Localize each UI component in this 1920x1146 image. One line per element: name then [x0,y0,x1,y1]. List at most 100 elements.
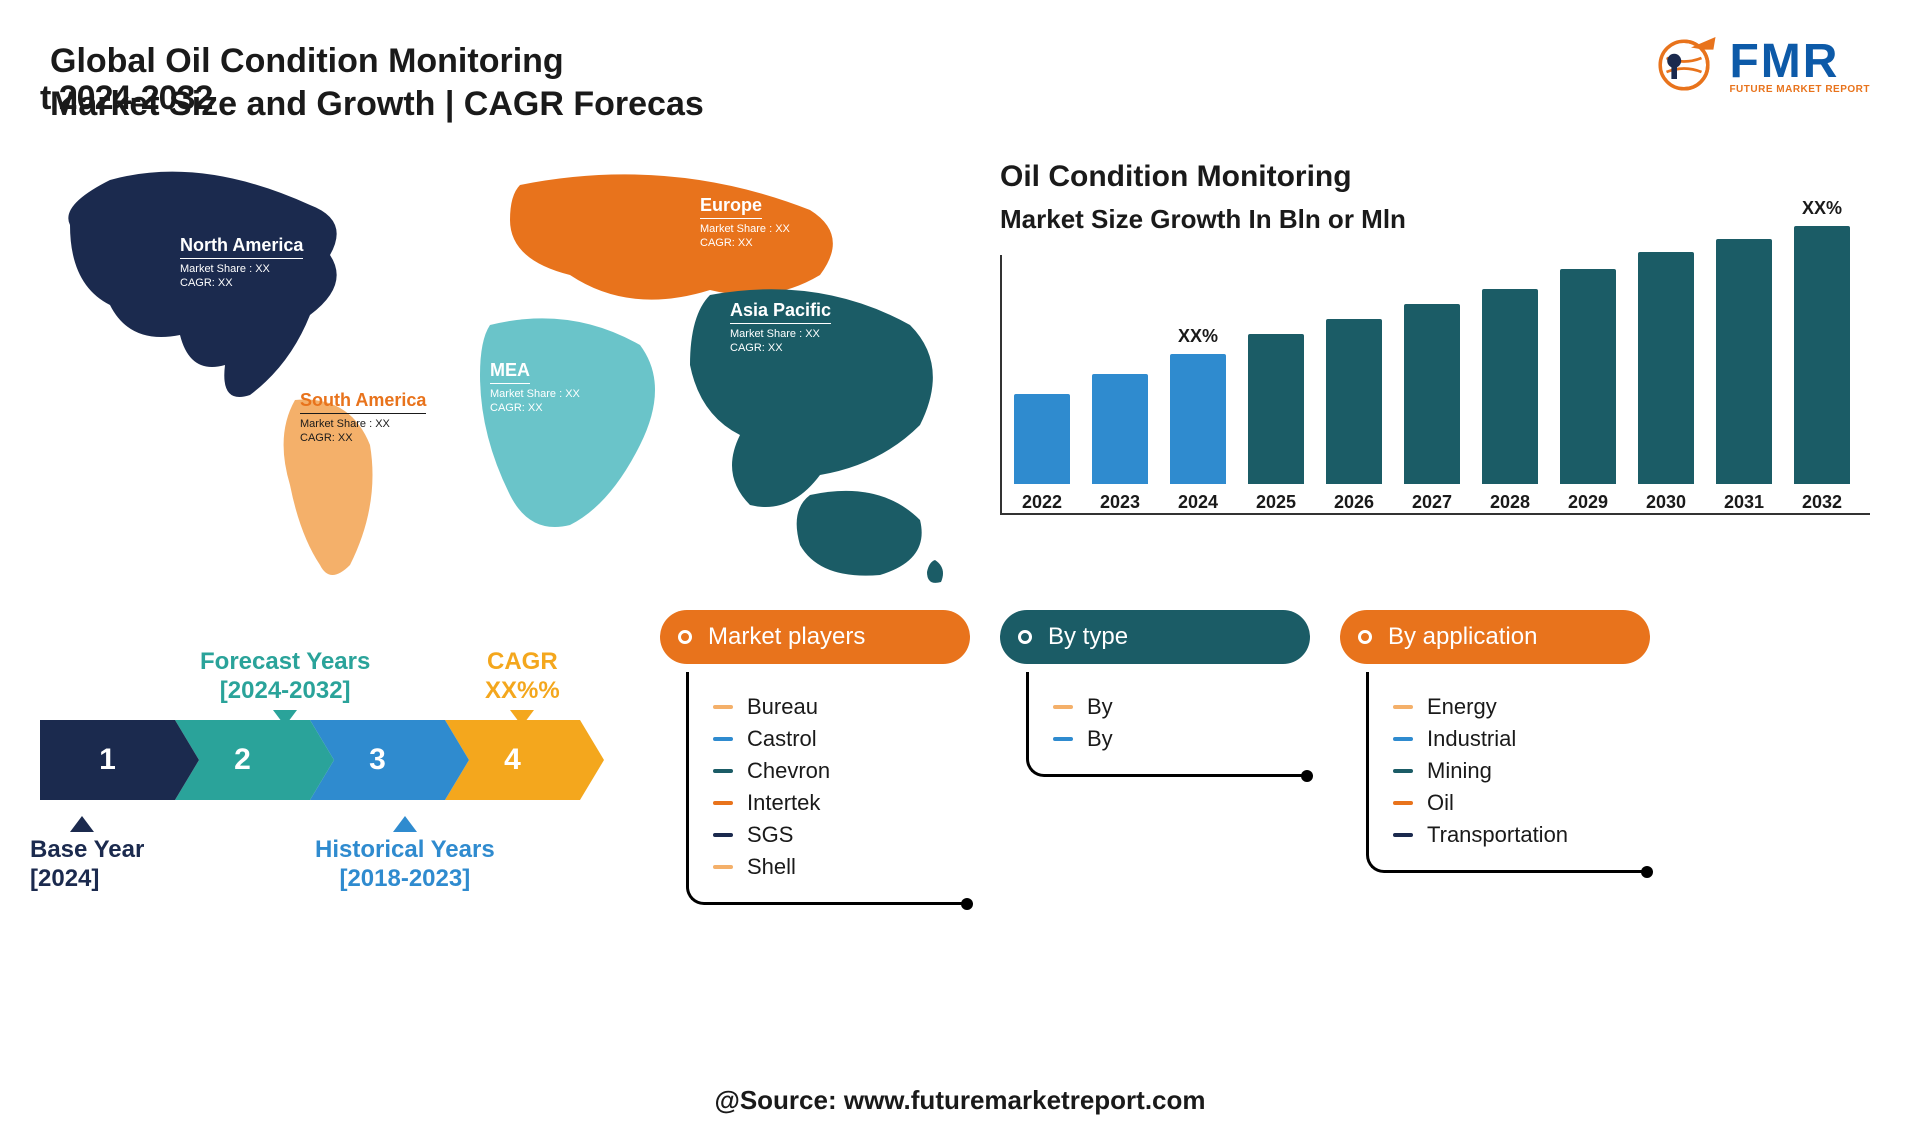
list-item-label: Industrial [1427,726,1516,752]
timeline-seg-num: 1 [99,743,116,777]
list-item-label: Oil [1427,790,1454,816]
bar-rect [1716,239,1772,484]
list-tick-icon [1053,737,1073,741]
list-item: Energy [1393,694,1640,720]
list-item: Intertek [713,790,960,816]
pill-bracket: Bureau Castrol Chevron Intertek SGS Shell [686,672,970,905]
pill-col-2: By application Energy Industrial Mining Oil T… [1340,610,1650,873]
pill-bullet-icon [678,630,692,644]
list-item-label: Castrol [747,726,817,752]
logo-globe-icon [1649,30,1719,105]
pill-list: ByBy [1053,694,1300,752]
list-item-label: Bureau [747,694,818,720]
bar-year-label: 2027 [1412,492,1452,513]
bar-2028: 2028 [1478,261,1542,513]
list-item: By [1053,726,1300,752]
bar-2025: 2025 [1244,306,1308,513]
timeline-seg-num: 4 [504,743,521,777]
map-label-sa: South America Market Share : XX CAGR: XX [300,390,426,446]
list-item-label: Energy [1427,694,1497,720]
list-tick-icon [713,865,733,869]
list-tick-icon [1393,769,1413,773]
bar-year-label: 2029 [1568,492,1608,513]
pill-title: Market players [708,623,865,651]
bar-2029: 2029 [1556,241,1620,513]
pill-list: Bureau Castrol Chevron Intertek SGS Shell [713,694,960,880]
list-item-label: Intertek [747,790,820,816]
pill-bullet-icon [1358,630,1372,644]
list-tick-icon [713,801,733,805]
map-label-ap: Asia Pacific Market Share : XX CAGR: XX [730,300,831,356]
list-item-label: Shell [747,854,796,880]
bar-rect [1794,226,1850,484]
bar-rect [1092,374,1148,484]
bar-rect [1638,252,1694,484]
pill-header: Market players [660,610,970,664]
list-item-label: Chevron [747,758,830,784]
caption-hist: Historical Years [2018-2023] [315,816,495,894]
bar-rect [1560,269,1616,484]
bar-2024: XX%2024 [1166,326,1230,513]
list-item: Castrol [713,726,960,752]
list-item-label: SGS [747,822,793,848]
pill-title: By application [1388,623,1537,651]
pill-list: Energy Industrial Mining Oil Transportation [1393,694,1640,848]
bar-year-label: 2025 [1256,492,1296,513]
list-tick-icon [1393,705,1413,709]
map-label-eu: Europe Market Share : XX CAGR: XX [700,195,790,251]
list-tick-icon [1393,833,1413,837]
list-tick-icon [713,769,733,773]
list-item: Chevron [713,758,960,784]
list-item: Oil [1393,790,1640,816]
pill-header: By application [1340,610,1650,664]
bar-2022: 2022 [1010,366,1074,513]
title-overlay: t 2024-2032 [40,77,212,120]
logo-text-sub: FUTURE MARKET REPORT [1729,84,1870,95]
pill-bullet-icon [1018,630,1032,644]
list-item: Bureau [713,694,960,720]
bar-2026: 2026 [1322,291,1386,513]
chart-title: Oil Condition Monitoring [1000,160,1870,194]
map-label-na: North America Market Share : XX CAGR: XX [180,235,303,291]
market-growth-chart: Oil Condition Monitoring Market Size Gro… [1000,160,1870,515]
caption-cagr: CAGR XX%% [485,648,560,726]
bar-rect [1326,319,1382,484]
pill-col-1: By type ByBy [1000,610,1310,777]
logo-text-main: FMR [1729,40,1870,83]
bar-year-label: 2026 [1334,492,1374,513]
list-item: Transportation [1393,822,1640,848]
bar-rect [1404,304,1460,484]
list-tick-icon [713,833,733,837]
bar-year-label: 2022 [1022,492,1062,513]
list-tick-icon [713,737,733,741]
bar-rect [1170,354,1226,484]
bar-pct-label: XX% [1802,198,1842,220]
list-item: Industrial [1393,726,1640,752]
bar-year-label: 2032 [1802,492,1842,513]
list-item-label: By [1087,726,1113,752]
list-item-label: Transportation [1427,822,1568,848]
years-timeline: Forecast Years [2024-2032] CAGR XX%% 123… [40,720,610,800]
bar-year-label: 2030 [1646,492,1686,513]
pill-bracket: ByBy [1026,672,1310,777]
bar-2032: XX% 2032 [1790,198,1854,513]
list-tick-icon [1053,705,1073,709]
list-item: Mining [1393,758,1640,784]
bar-rect [1482,289,1538,484]
bar-2023: 2023 [1088,346,1152,513]
bar-rect [1014,394,1070,484]
bar-year-label: 2023 [1100,492,1140,513]
caption-base: Base Year [2024] [30,816,144,894]
list-item: Shell [713,854,960,880]
pill-title: By type [1048,623,1128,651]
pill-header: By type [1000,610,1310,664]
pill-col-0: Market players Bureau Castrol Chevron Intert… [660,610,970,905]
bar-year-label: 2024 [1178,492,1218,513]
bar-rect [1248,334,1304,484]
page-title: Global Oil Condition Monitoring t 2024-2… [50,40,704,125]
bar-2030: 2030 [1634,224,1698,513]
timeline-seg-num: 2 [234,743,251,777]
caption-forecast: Forecast Years [2024-2032] [200,648,370,726]
world-map: North America Market Share : XX CAGR: XX… [50,165,950,585]
source-attribution: @Source: www.futuremarketreport.com [0,1085,1920,1116]
